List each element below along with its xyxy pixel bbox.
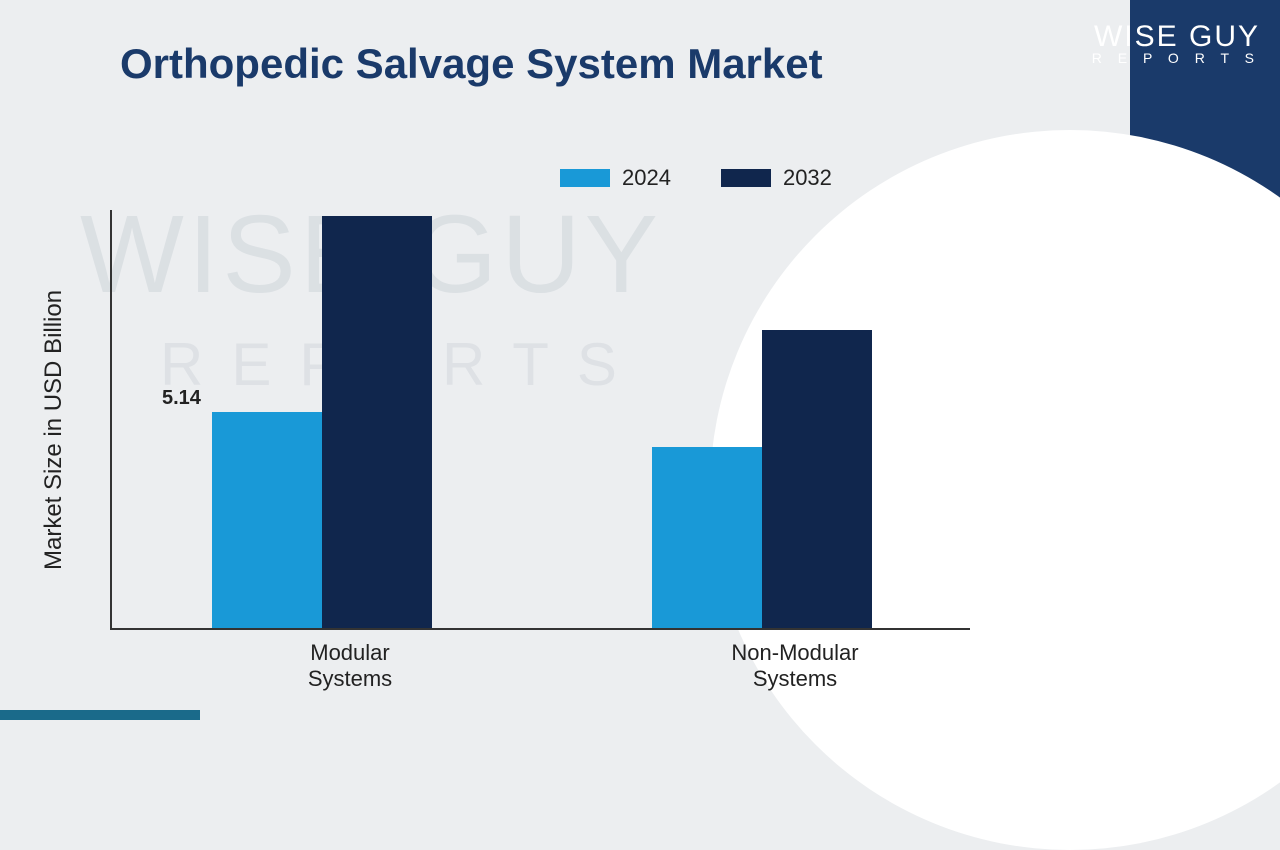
decorative-stripe (0, 710, 200, 720)
bar-nonmodular-2024 (652, 447, 762, 628)
bar-modular-2032 (322, 216, 432, 628)
category-label-modular: ModularSystems (260, 640, 440, 693)
y-axis-label: Market Size in USD Billion (40, 290, 68, 570)
plot-area: 5.14 (110, 210, 970, 630)
chart-title: Orthopedic Salvage System Market (120, 40, 823, 88)
brand-logo-main: WISE GUY (1092, 20, 1260, 54)
legend-swatch-2024 (560, 169, 610, 187)
legend: 2024 2032 (560, 165, 832, 191)
brand-logo-sub: R E P O R T S (1092, 50, 1260, 66)
bar-group-modular (212, 216, 432, 628)
legend-item-2024: 2024 (560, 165, 671, 191)
bar-group-nonmodular (652, 330, 872, 628)
category-label-nonmodular: Non-ModularSystems (695, 640, 895, 693)
bar-value-label: 5.14 (162, 387, 201, 410)
bar-modular-2024 (212, 412, 322, 628)
legend-item-2032: 2032 (721, 165, 832, 191)
legend-label-2024: 2024 (622, 165, 671, 191)
brand-logo: WISE GUY R E P O R T S (1092, 20, 1260, 66)
bar-nonmodular-2032 (762, 330, 872, 628)
legend-swatch-2032 (721, 169, 771, 187)
legend-label-2032: 2032 (783, 165, 832, 191)
